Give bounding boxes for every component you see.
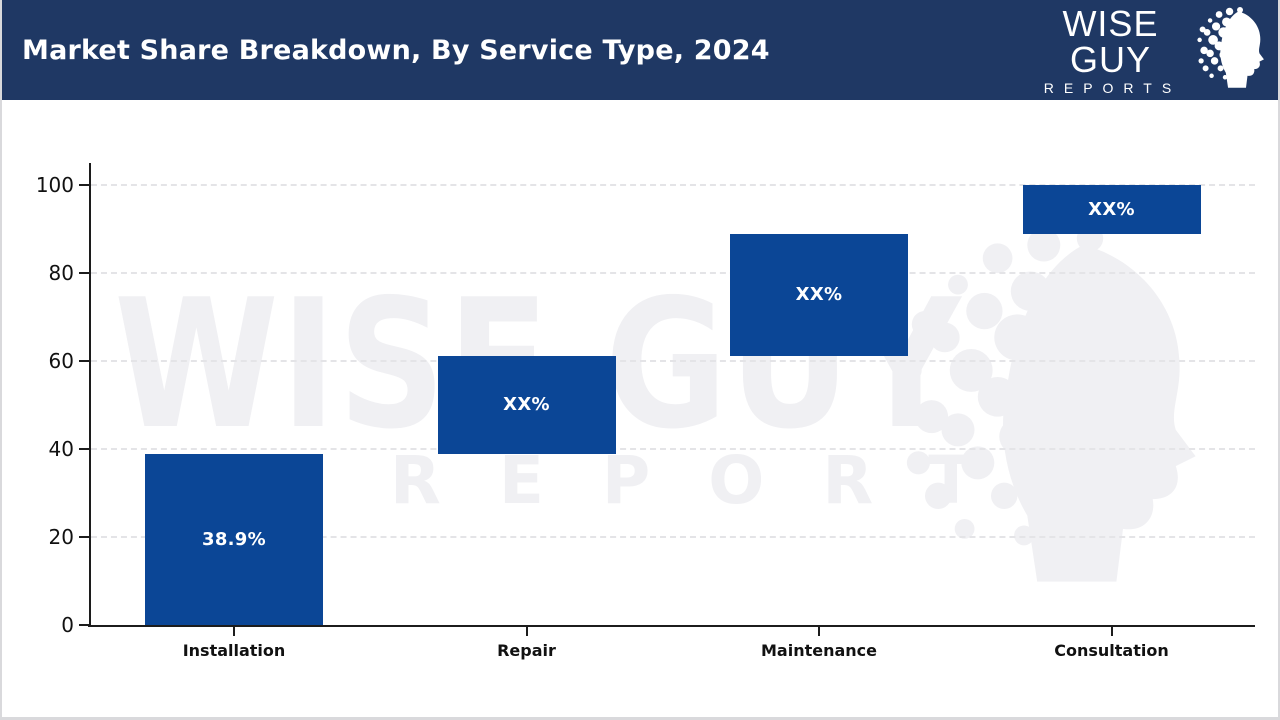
x-axis-line (88, 625, 1255, 627)
bar-repair: XX% (437, 356, 616, 454)
page-title: Market Share Breakdown, By Service Type,… (22, 34, 770, 66)
x-category-label-installation: Installation (182, 641, 286, 660)
gridline-y-60 (91, 360, 1255, 362)
bar-consultation: XX% (1022, 185, 1201, 234)
logo-text: WISE GUY REPORTS (1020, 2, 1201, 96)
y-tick-label-100: 100 (35, 173, 74, 197)
gridline-y-40 (91, 448, 1255, 450)
x-tick-consultation (1110, 627, 1113, 636)
x-category-label-consultation: Consultation (1054, 641, 1169, 660)
bar-value-label-repair: XX% (503, 394, 550, 416)
wiseguy-logo: WISE GUY REPORTS (1020, 2, 1270, 96)
gridline-y-100 (91, 184, 1255, 186)
y-tick-label-60: 60 (48, 349, 74, 373)
x-tick-maintenance (818, 627, 820, 636)
y-tick-label-80: 80 (48, 261, 74, 285)
bar-value-label-consultation: XX% (1088, 198, 1135, 220)
y-tick-label-40: 40 (48, 437, 74, 461)
bar-maintenance: XX% (730, 233, 908, 357)
y-tick-60 (79, 360, 89, 362)
y-tick-0 (79, 624, 89, 626)
logo-text-line1: WISE GUY (1062, 2, 1159, 80)
y-tick-label-0: 0 (61, 613, 74, 637)
y-tick-80 (79, 272, 89, 274)
bar-value-label-maintenance: XX% (795, 284, 843, 306)
bar-installation: 38.9% (145, 453, 323, 625)
x-tick-repair (525, 627, 528, 636)
y-tick-label-20: 20 (48, 525, 74, 549)
y-tick-40 (79, 448, 89, 450)
x-tick-installation (233, 627, 235, 636)
y-axis-line (89, 163, 91, 627)
bar-value-label-installation: 38.9% (202, 528, 266, 550)
header-bar: Market Share Breakdown, By Service Type,… (2, 0, 1278, 100)
logo-text-line2: REPORTS (1043, 79, 1182, 96)
gridline-y-20 (91, 536, 1255, 538)
y-tick-100 (79, 184, 89, 186)
gridline-y-80 (91, 272, 1255, 274)
y-tick-20 (79, 536, 89, 538)
x-category-label-maintenance: Maintenance (760, 641, 877, 660)
x-category-label-repair: Repair (497, 641, 556, 660)
